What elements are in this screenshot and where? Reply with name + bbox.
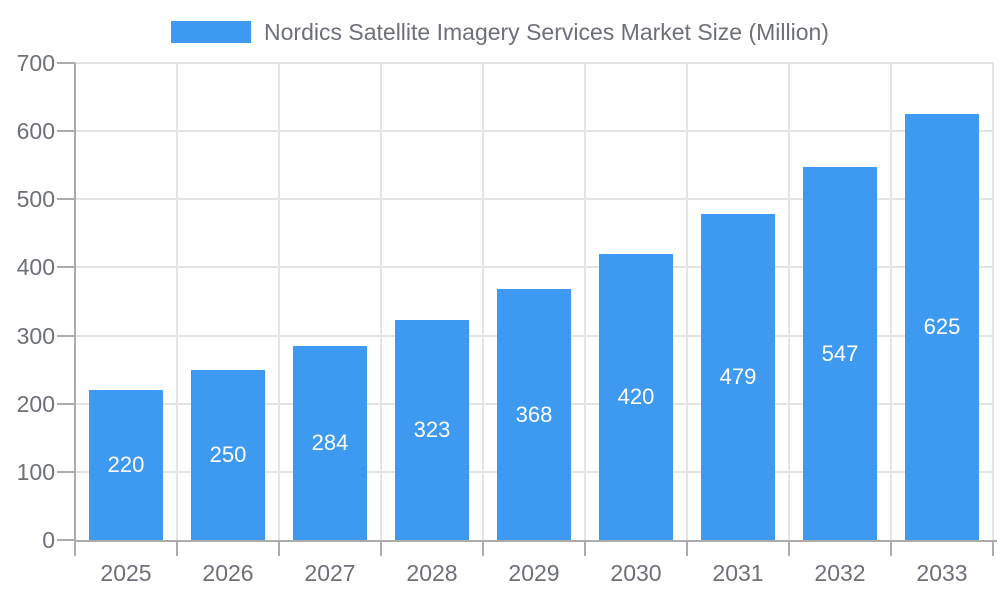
bar-value-label: 220 (107, 452, 145, 478)
y-gridline (75, 266, 993, 269)
y-axis-tick (57, 470, 75, 473)
x-axis-label: 2028 (406, 560, 458, 586)
y-axis-tick (57, 539, 75, 541)
y-axis-label: 0 (42, 527, 55, 553)
x-axis-label: 2032 (814, 560, 866, 586)
x-axis-tick (380, 541, 382, 556)
x-axis-tick (482, 541, 484, 556)
y-axis-label: 100 (16, 458, 55, 485)
y-axis-tick (57, 130, 75, 133)
x-axis-tick (584, 541, 586, 556)
x-gridline (482, 63, 484, 540)
y-axis-line (74, 63, 76, 542)
x-axis-label: 2025 (100, 560, 152, 586)
y-gridline (75, 130, 993, 133)
bar[interactable]: 284 (293, 346, 367, 540)
bar-value-label: 420 (617, 383, 655, 409)
x-axis-tick (992, 541, 994, 556)
x-axis-label: 2033 (916, 560, 968, 586)
x-gridline (788, 63, 790, 540)
x-axis-label: 2031 (712, 560, 764, 586)
y-axis-tick (57, 402, 75, 405)
bar[interactable]: 368 (497, 289, 571, 540)
chart-legend: Nordics Satellite Imagery Services Marke… (0, 19, 1000, 45)
bar-value-label: 250 (209, 441, 247, 467)
y-axis-tick (57, 62, 75, 64)
legend-swatch-icon (171, 21, 252, 43)
y-axis-label: 700 (16, 50, 55, 76)
legend-label: Nordics Satellite Imagery Services Marke… (264, 19, 829, 45)
y-gridline (75, 62, 993, 64)
bar-value-label: 625 (923, 314, 961, 340)
x-gridline (992, 63, 994, 540)
x-gridline (380, 63, 382, 540)
x-gridline (890, 63, 892, 540)
bar-value-label: 284 (311, 430, 349, 456)
bar[interactable]: 250 (191, 369, 265, 540)
bar[interactable]: 547 (803, 167, 877, 540)
x-axis-tick (890, 541, 892, 556)
x-axis-tick (278, 541, 280, 556)
x-axis-label: 2026 (202, 560, 254, 586)
x-axis-label: 2030 (610, 560, 662, 586)
y-gridline (75, 198, 993, 201)
bar[interactable]: 420 (599, 253, 673, 540)
legend-item[interactable]: Nordics Satellite Imagery Services Marke… (171, 19, 829, 45)
x-axis-tick (176, 541, 178, 556)
y-axis-label: 200 (16, 390, 55, 417)
y-axis-label: 400 (16, 254, 55, 281)
x-gridline (686, 63, 688, 540)
bar[interactable]: 323 (395, 319, 469, 540)
x-axis-label: 2029 (508, 560, 560, 586)
x-axis-line (74, 540, 997, 542)
bar-value-label: 368 (515, 401, 553, 427)
bar[interactable]: 220 (89, 390, 163, 540)
y-axis-tick (57, 266, 75, 269)
x-gridline (584, 63, 586, 540)
bar-value-label: 547 (821, 340, 859, 366)
bar[interactable]: 625 (905, 114, 979, 540)
y-axis-label: 500 (16, 186, 55, 213)
x-gridline (176, 63, 178, 540)
y-axis-tick (57, 198, 75, 201)
y-axis-label: 600 (16, 118, 55, 145)
bar-value-label: 323 (413, 416, 451, 442)
x-gridline (278, 63, 280, 540)
y-axis-label: 300 (16, 322, 55, 349)
x-axis-label: 2027 (304, 560, 356, 586)
bar-value-label: 479 (719, 363, 757, 389)
bar[interactable]: 479 (701, 213, 775, 540)
x-axis-tick (686, 541, 688, 556)
x-axis-tick (74, 541, 76, 556)
y-axis-tick (57, 334, 75, 337)
x-axis-tick (788, 541, 790, 556)
